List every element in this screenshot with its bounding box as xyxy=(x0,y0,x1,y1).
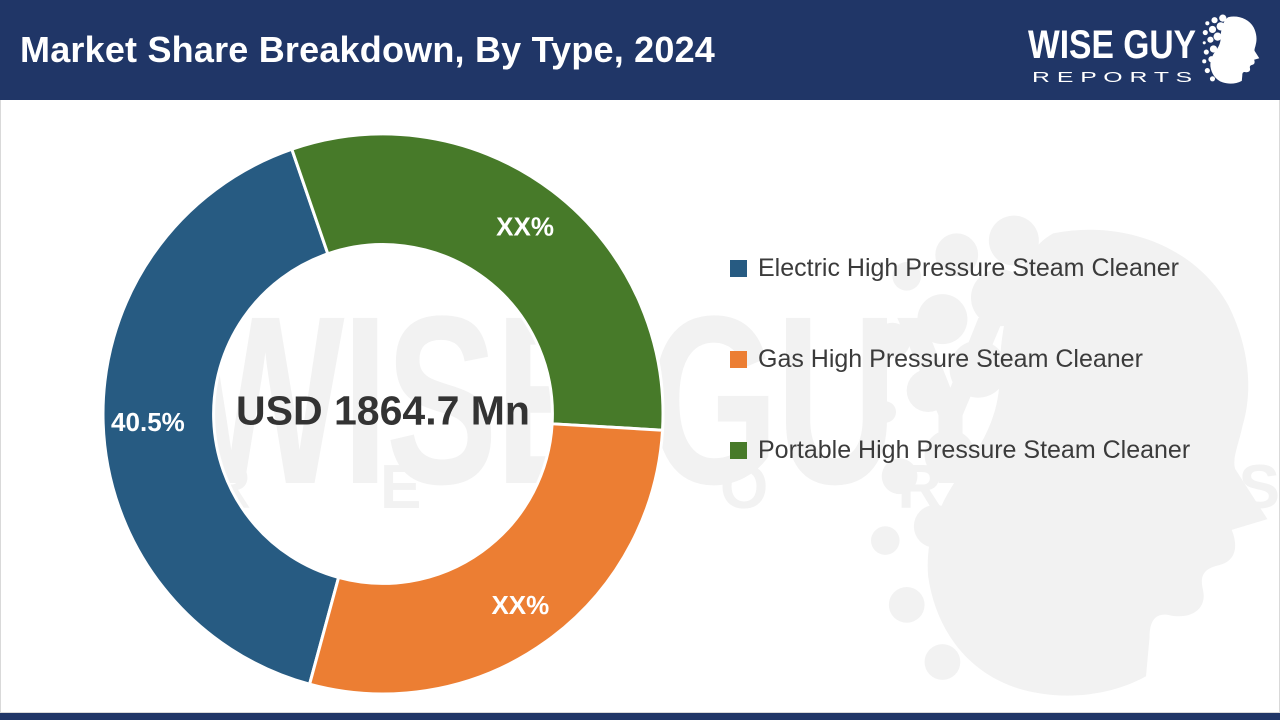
legend-label-gas: Gas High Pressure Steam Cleaner xyxy=(758,345,1143,373)
logo-face-icon xyxy=(1202,14,1260,84)
legend-swatch-gas xyxy=(730,351,747,368)
page-title: Market Share Breakdown, By Type, 2024 xyxy=(20,29,716,70)
footer-bar xyxy=(0,713,1280,720)
header-bar: Market Share Breakdown, By Type, 2024 WI… xyxy=(0,0,1280,100)
donut-slice-1 xyxy=(308,422,665,696)
legend-item-electric: Electric High Pressure Steam Cleaner xyxy=(730,254,1190,283)
legend-item-gas: Gas High Pressure Steam Cleaner xyxy=(730,345,1190,374)
chart-canvas: WISE GUY R E P O R T S 40.5% XX% XX% USD 1… xyxy=(0,100,1280,713)
donut-slice-2 xyxy=(290,132,665,432)
donut-slice-0 xyxy=(101,147,341,686)
slice-value-label-0: 40.5% xyxy=(111,407,185,437)
slice-value-label-2: XX% xyxy=(496,212,554,242)
slice-value-label-1: XX% xyxy=(491,590,549,620)
legend-item-portable: Portable High Pressure Steam Cleaner xyxy=(730,436,1190,465)
wise-guy-logo: WISE GUY R E P O R T S xyxy=(1028,14,1260,86)
logo-text-line2: R E P O R T S xyxy=(1032,69,1192,86)
donut-center-value: USD 1864.7 Mn xyxy=(236,387,530,434)
legend-swatch-electric xyxy=(730,260,747,277)
logo-text-line1: WISE GUY xyxy=(1028,23,1196,67)
chart-legend: Electric High Pressure Steam Cleaner Gas… xyxy=(730,254,1190,465)
legend-label-portable: Portable High Pressure Steam Cleaner xyxy=(758,436,1191,464)
legend-swatch-portable xyxy=(730,442,747,459)
donut-chart: 40.5% XX% XX% xyxy=(101,132,665,696)
legend-label-electric: Electric High Pressure Steam Cleaner xyxy=(758,254,1179,282)
